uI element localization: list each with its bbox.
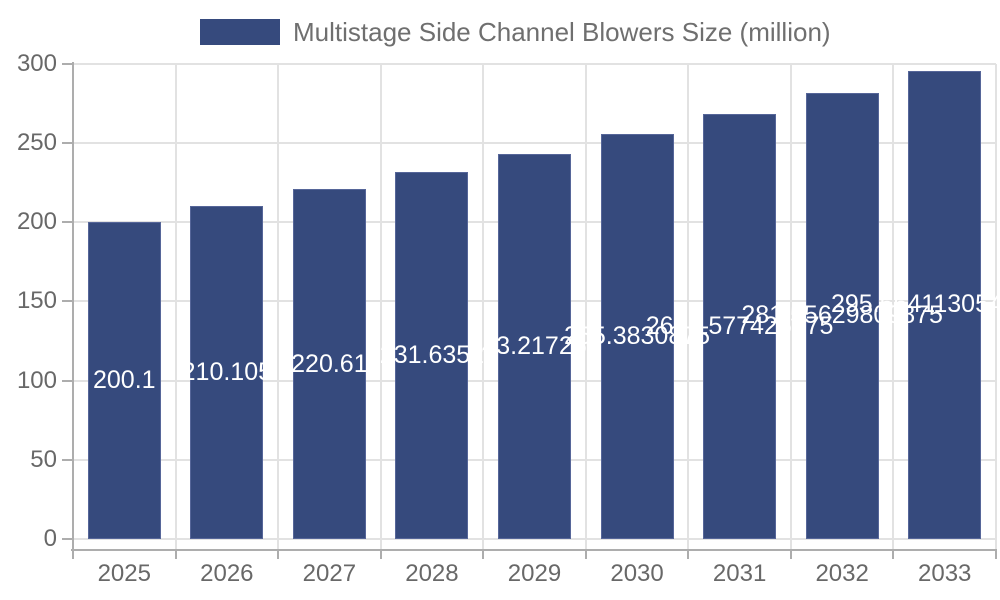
bar[interactable] xyxy=(498,153,571,539)
bar[interactable] xyxy=(395,171,469,539)
v-gridline xyxy=(892,63,895,550)
x-tick-label: 2025 xyxy=(97,560,151,587)
y-tick xyxy=(62,458,73,461)
x-tick-label: 2026 xyxy=(200,560,254,587)
x-tick xyxy=(482,550,485,559)
y-tick-label: 50 xyxy=(30,445,57,473)
h-gridline xyxy=(73,141,996,144)
x-tick xyxy=(584,550,587,559)
y-tick xyxy=(62,300,73,303)
x-tick-label: 2029 xyxy=(507,560,562,587)
y-tick xyxy=(62,62,73,65)
v-gridline xyxy=(379,63,382,550)
v-gridline xyxy=(277,63,280,550)
y-tick-label: 0 xyxy=(43,525,57,552)
bar[interactable] xyxy=(600,134,674,539)
v-gridline xyxy=(174,63,177,550)
y-tick-label: 200 xyxy=(16,208,57,235)
x-tick-label: 2027 xyxy=(302,560,357,587)
x-tick xyxy=(277,550,280,559)
y-tick-label: 100 xyxy=(16,366,57,394)
y-tick xyxy=(62,379,73,382)
x-tick-label: 2028 xyxy=(405,560,459,587)
v-gridline xyxy=(584,63,587,550)
x-tick xyxy=(72,550,74,559)
x-tick-label: 2033 xyxy=(918,560,972,587)
v-gridline xyxy=(687,63,690,550)
x-tick xyxy=(892,550,895,559)
bar[interactable] xyxy=(87,221,161,539)
bar[interactable] xyxy=(703,113,777,539)
x-tick xyxy=(789,550,792,559)
v-gridline xyxy=(482,63,485,550)
y-tick xyxy=(62,221,73,223)
x-tick-label: 2030 xyxy=(610,560,664,587)
bar[interactable] xyxy=(908,70,982,539)
x-tick xyxy=(687,550,690,559)
y-tick-label: 250 xyxy=(16,128,57,156)
bar[interactable] xyxy=(805,92,879,539)
x-tick-label: 2032 xyxy=(815,560,869,587)
x-tick xyxy=(174,550,177,559)
legend-label: Multistage Side Channel Blowers Size (mi… xyxy=(293,17,831,47)
y-axis-line xyxy=(72,61,74,550)
x-tick-label: 2031 xyxy=(712,560,767,587)
legend-swatch xyxy=(200,19,280,45)
legend[interactable]: Multistage Side Channel Blowers Size (mi… xyxy=(200,18,831,46)
y-tick-label: 150 xyxy=(16,287,57,315)
v-gridline xyxy=(995,63,997,550)
x-tick xyxy=(995,550,997,559)
bar[interactable] xyxy=(190,205,264,539)
y-tick-label: 300 xyxy=(16,49,57,77)
v-gridline xyxy=(789,63,792,550)
y-tick xyxy=(62,141,73,144)
y-tick xyxy=(62,538,73,540)
bar[interactable] xyxy=(292,189,366,539)
h-gridline xyxy=(73,538,996,540)
x-tick xyxy=(379,550,382,559)
h-gridline xyxy=(73,62,996,65)
x-axis-line xyxy=(71,549,997,551)
